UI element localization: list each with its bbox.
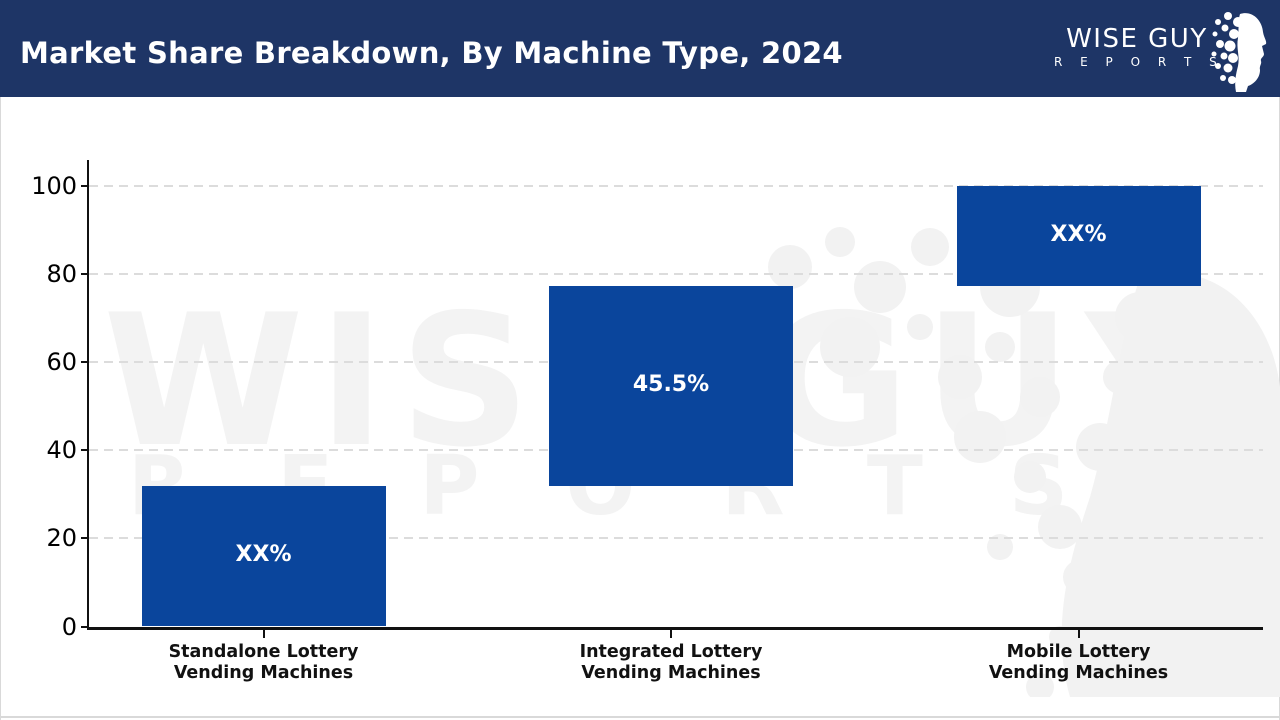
x-category-line: Vending Machines [988,662,1169,683]
wiseguy-logo-subtitle: R E P O R T S [1054,55,1224,69]
x-axis-line [87,626,1263,630]
gridline-80 [89,272,1263,275]
y-tick-40 [81,449,89,452]
wiseguy-logo: WISE GUY R E P O R T S [1018,6,1268,92]
y-tick-label-80: 80 [46,259,77,288]
y-tick-60 [81,360,89,363]
chart-title: Market Share Breakdown, By Machine Type,… [20,36,843,70]
bar-value-label: XX% [1050,221,1107,247]
bar-segment [956,185,1201,286]
x-category-label: Integrated Lottery Vending Machines [521,642,821,684]
y-tick-label-40: 40 [46,436,77,465]
y-tick-20 [81,537,89,540]
x-tick [262,629,265,638]
frame-left-border [0,97,1,720]
bar-segment [549,285,793,487]
y-tick-80 [81,272,89,275]
chart-canvas: WISE GUY REPORTS 0 20 40 60 80 100 XX% Standalo… [0,97,1280,720]
header-band: Market Share Breakdown, By Machine Type,… [0,0,1280,97]
wiseguy-head-icon [1211,12,1267,92]
x-category-label: Standalone Lottery Vending Machines [114,642,414,684]
y-tick-label-0: 0 [61,612,77,641]
frame-bottom-border [0,716,1280,718]
y-axis-line [87,160,89,629]
y-tick-0 [81,625,89,628]
x-tick [1077,629,1080,638]
plot-area: 0 20 40 60 80 100 XX% Standalone Lottery Vending… [0,97,1280,720]
wiseguy-logo-text: WISE GUY R E P O R T S [1050,24,1224,70]
x-category-line: Integrated Lottery [579,641,763,662]
x-category-line: Vending Machines [581,662,761,683]
x-tick [670,629,672,638]
x-category-line: Mobile Lottery [1006,641,1151,662]
bar-segment [141,486,386,627]
bar-value-label: XX% [235,542,292,568]
x-category-line: Vending Machines [173,662,354,683]
wiseguy-logo-wordmark: WISE GUY [1066,24,1208,54]
x-category-label: Mobile Lottery Vending Machines [929,642,1229,684]
y-tick-label-20: 20 [46,524,77,553]
y-tick-100 [81,184,89,187]
bar-value-label: 45.5% [632,371,710,397]
gridline-100 [89,184,1263,187]
y-tick-label-100: 100 [31,171,77,200]
y-tick-label-60: 60 [46,347,77,376]
x-category-line: Standalone Lottery [168,641,359,662]
gridline-20 [89,537,1263,540]
